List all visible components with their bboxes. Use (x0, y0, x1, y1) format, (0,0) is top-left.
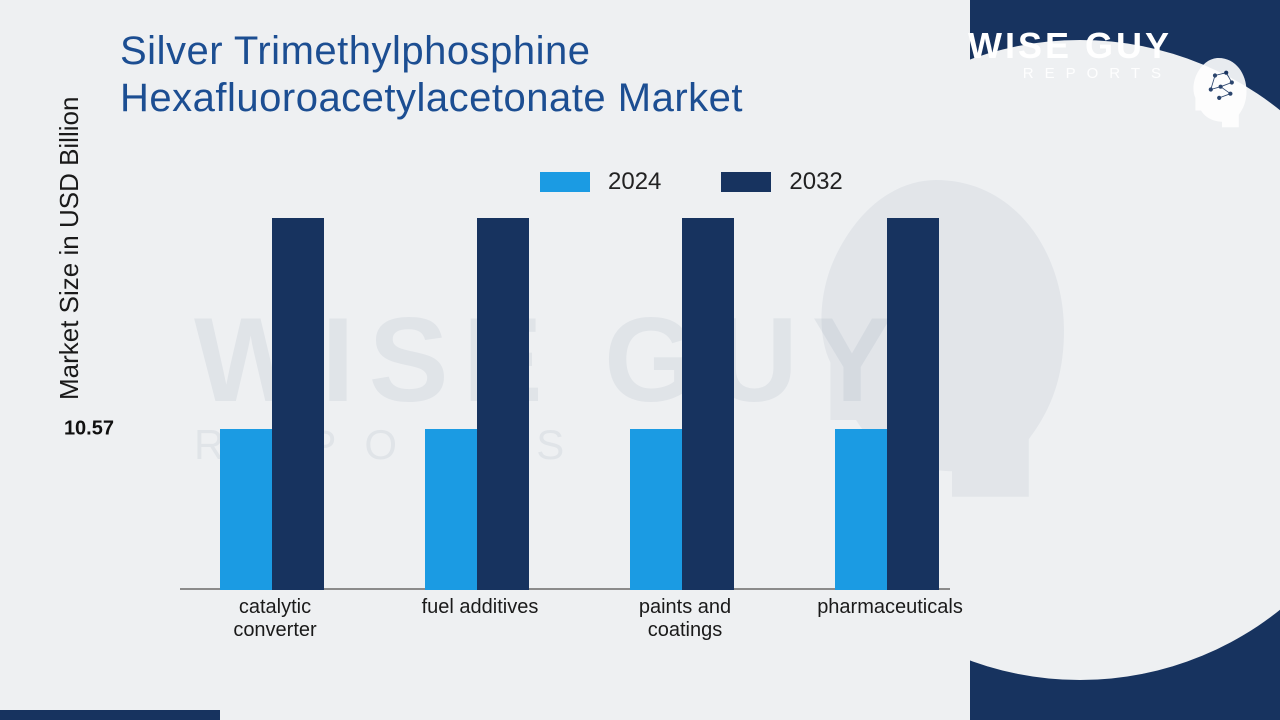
brand-logo: WISE GUY REPORTS (968, 28, 1250, 81)
brand-text-main: WISE GUY (968, 28, 1172, 64)
legend-label-2024: 2024 (608, 168, 661, 196)
bar-2024 (425, 429, 477, 590)
chart-area: 10.57 catalytic converterfuel additivesp… (120, 210, 950, 590)
bar-2024 (630, 429, 682, 590)
category-label: fuel additives (405, 590, 555, 619)
bar-2032 (887, 218, 939, 590)
decorative-bottom-bar (0, 710, 220, 720)
bar-group: fuel additives (415, 210, 545, 590)
bar-group: pharmaceuticals (825, 210, 955, 590)
legend-swatch-2024 (540, 172, 590, 192)
bar-group: paints and coatings (620, 210, 750, 590)
y-tick-label: 10.57 (64, 418, 114, 441)
legend-item-2032: 2032 (721, 168, 842, 196)
legend-swatch-2032 (721, 172, 771, 192)
legend-label-2032: 2032 (789, 168, 842, 196)
category-label: paints and coatings (610, 590, 760, 642)
chart-title: Silver Trimethylphosphine Hexafluoroacet… (120, 28, 880, 122)
bar-2032 (682, 218, 734, 590)
plot-area: catalytic converter fuel additives paints … (180, 210, 950, 590)
y-axis-label: Market Size in USD Billion (54, 97, 85, 400)
bar-2032 (477, 218, 529, 590)
category-label: pharmaceuticals (815, 590, 965, 619)
bar-2024 (220, 429, 272, 590)
bar-2032 (272, 218, 324, 590)
brand-head-icon (1180, 54, 1250, 132)
legend-item-2024: 2024 (540, 168, 661, 196)
stage: WISE GUY REPORTS WISE GUY REPORTS (0, 0, 1280, 720)
legend: 2024 2032 (540, 168, 843, 196)
brand-text-sub: REPORTS (968, 66, 1172, 81)
bar-2024 (835, 429, 887, 590)
bar-group: catalytic converter (210, 210, 340, 590)
category-label: catalytic converter (200, 590, 350, 642)
